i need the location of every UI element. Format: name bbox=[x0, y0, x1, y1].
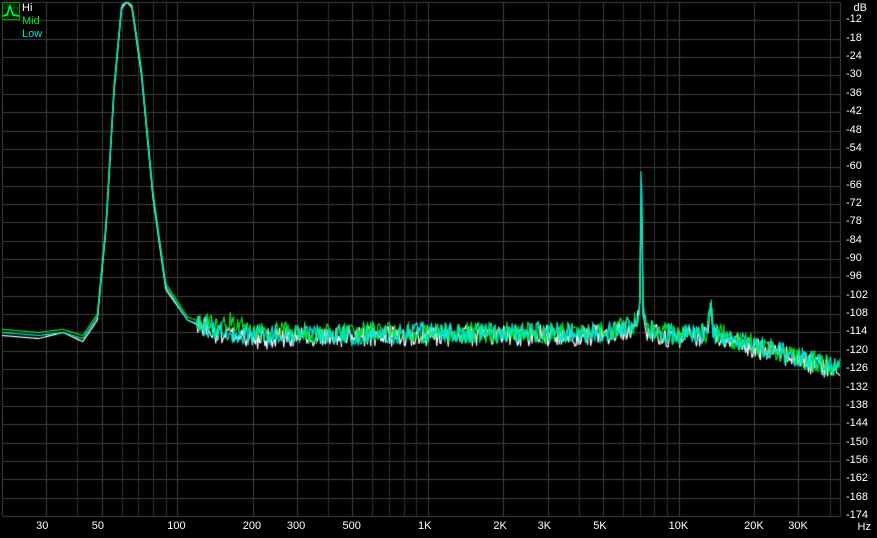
x-tick-label: 3K bbox=[538, 520, 551, 532]
x-tick-label: 100 bbox=[167, 520, 185, 532]
y-tick-label: -174 bbox=[846, 509, 868, 521]
x-tick-label: 2K bbox=[493, 520, 506, 532]
legend-item-low: Low bbox=[22, 28, 42, 41]
y-tick-label: -36 bbox=[846, 87, 862, 99]
legend-item-hi: Hi bbox=[22, 2, 42, 15]
x-tick-label: 300 bbox=[287, 520, 305, 532]
y-tick-label: -24 bbox=[846, 50, 862, 62]
x-tick-label: 5K bbox=[593, 520, 606, 532]
legend: Hi Mid Low bbox=[22, 2, 42, 41]
spectrum-chart: Hi Mid Low 30 50 100 200 300 500 1K 2K 3K 5K 10K 20… bbox=[0, 0, 877, 538]
y-tick-label: -18 bbox=[846, 32, 862, 44]
legend-icon bbox=[2, 2, 20, 20]
y-tick-label: -30 bbox=[846, 68, 862, 80]
y-tick-label: -48 bbox=[846, 124, 862, 136]
x-tick-label: 1K bbox=[418, 520, 431, 532]
x-tick-label: 30K bbox=[788, 520, 808, 532]
y-tick-label: -138 bbox=[846, 399, 868, 411]
y-tick-label: -60 bbox=[846, 160, 862, 172]
x-tick-label: 20K bbox=[744, 520, 764, 532]
y-tick-label: -150 bbox=[846, 436, 868, 448]
y-tick-label: -66 bbox=[846, 179, 862, 191]
y-tick-label: -168 bbox=[846, 491, 868, 503]
y-tick-label: -42 bbox=[846, 105, 862, 117]
y-tick-label: -54 bbox=[846, 142, 862, 154]
y-axis-unit: dB bbox=[854, 2, 867, 14]
y-tick-label: -84 bbox=[846, 234, 862, 246]
y-tick-label: -78 bbox=[846, 215, 862, 227]
y-tick-label: -96 bbox=[846, 270, 862, 282]
y-tick-label: -156 bbox=[846, 454, 868, 466]
y-tick-label: -132 bbox=[846, 381, 868, 393]
y-tick-label: -12 bbox=[846, 13, 862, 25]
y-tick-label: -126 bbox=[846, 362, 868, 374]
x-axis-unit: Hz bbox=[858, 521, 871, 533]
y-tick-label: -120 bbox=[846, 344, 868, 356]
y-tick-label: -108 bbox=[846, 307, 868, 319]
x-tick-label: 200 bbox=[243, 520, 261, 532]
x-tick-label: 50 bbox=[92, 520, 104, 532]
y-tick-label: -114 bbox=[846, 325, 867, 337]
legend-item-mid: Mid bbox=[22, 15, 42, 28]
x-tick-label: 30 bbox=[36, 520, 48, 532]
y-tick-label: -90 bbox=[846, 252, 862, 264]
y-tick-label: -72 bbox=[846, 197, 862, 209]
x-tick-label: 500 bbox=[342, 520, 360, 532]
trace-layer bbox=[0, 0, 877, 538]
y-tick-label: -144 bbox=[846, 417, 868, 429]
y-tick-label: -102 bbox=[846, 289, 868, 301]
y-tick-label: -162 bbox=[846, 472, 868, 484]
x-tick-label: 10K bbox=[669, 520, 689, 532]
